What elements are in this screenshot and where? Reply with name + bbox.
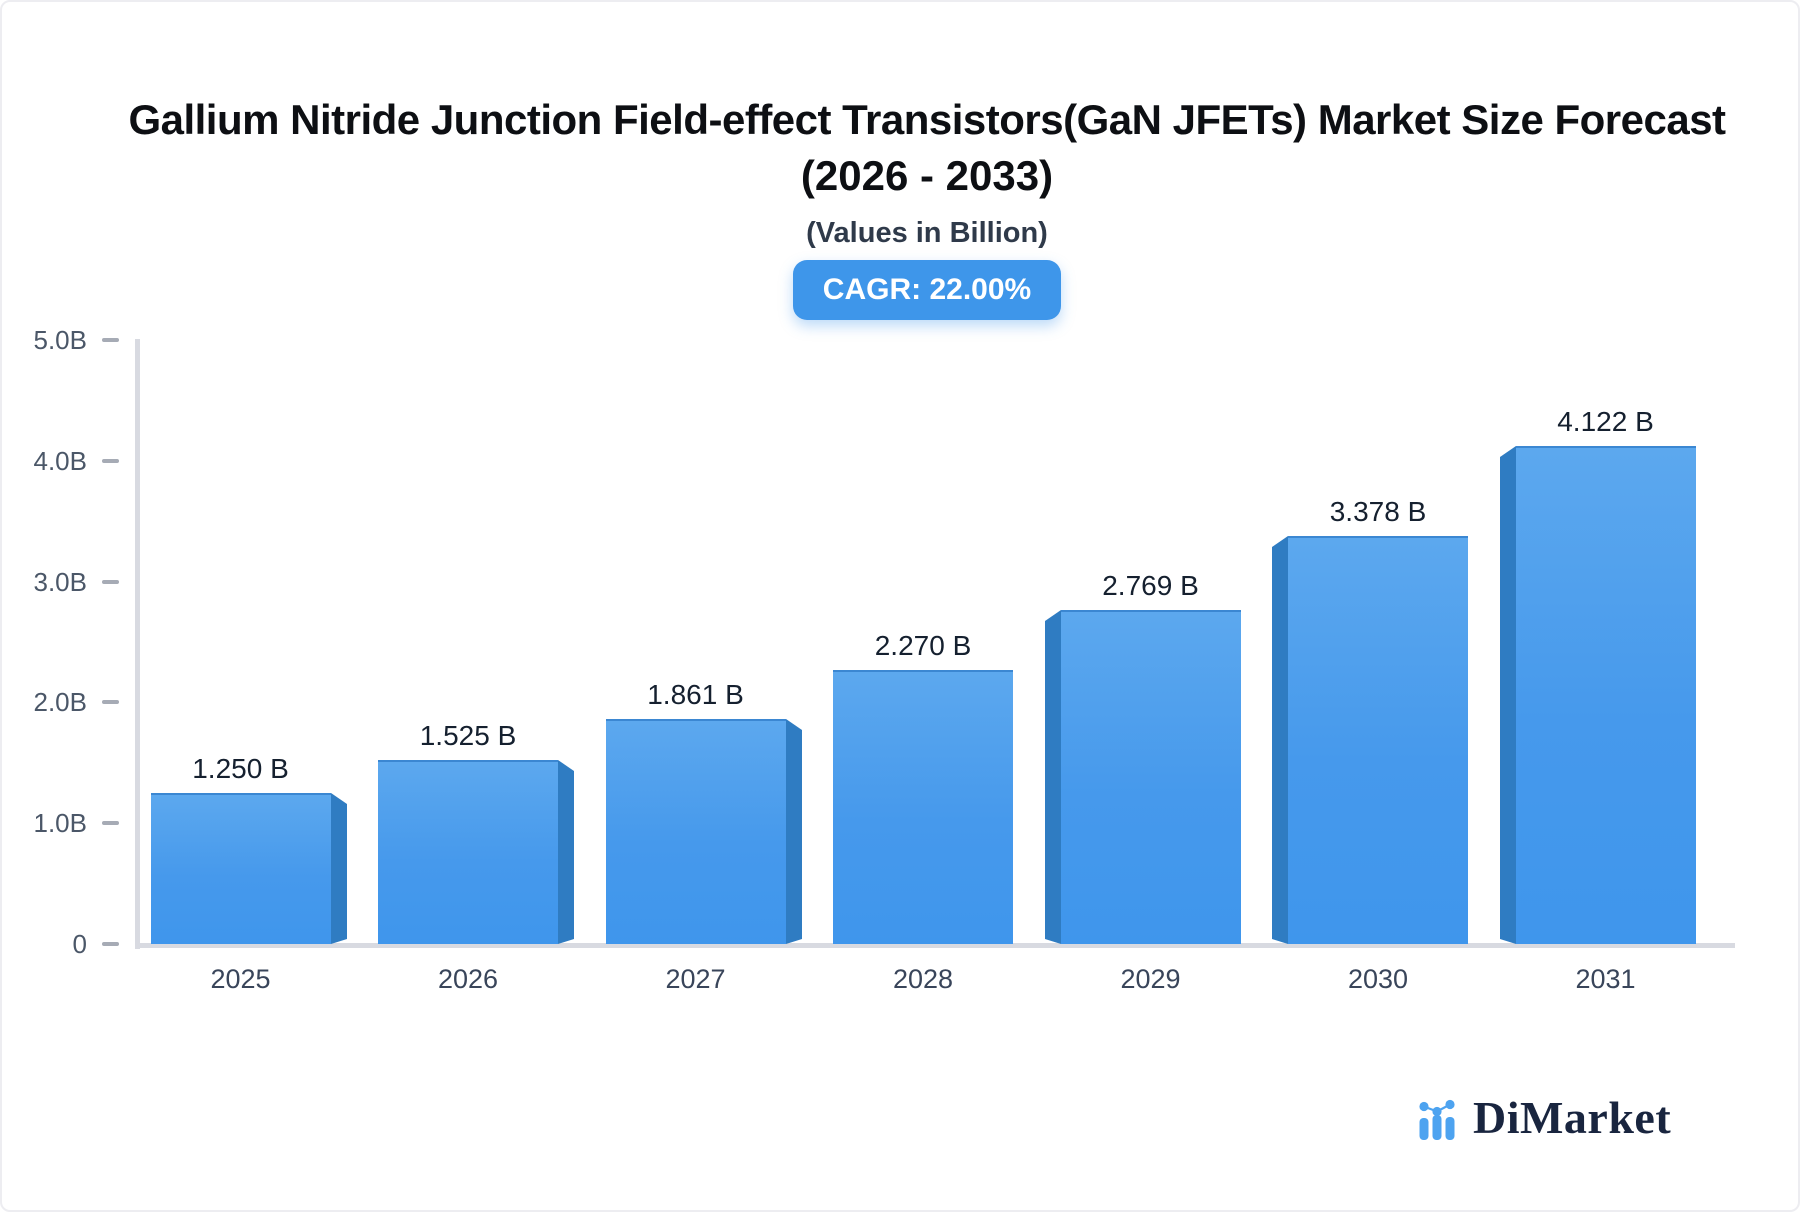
y-axis-tick xyxy=(102,942,119,946)
bar-2031[interactable] xyxy=(1516,446,1696,944)
y-axis-tick xyxy=(102,338,119,342)
chart-title-line2: (2026 - 2033) xyxy=(800,152,1054,199)
x-axis-label-2030: 2030 xyxy=(1347,964,1409,994)
bar-value-label: 1.250 B xyxy=(192,753,289,784)
y-axis-tick xyxy=(102,579,119,584)
chart-subtitle: (Values in Billion) xyxy=(806,217,1048,249)
bar-2029[interactable] xyxy=(1061,610,1241,944)
x-axis-label-2029: 2029 xyxy=(1120,964,1181,994)
brand-logo: DiMarket xyxy=(1418,1092,1671,1144)
x-axis-label-2031: 2031 xyxy=(1575,964,1636,994)
bar-value-label: 1.861 B xyxy=(647,679,744,710)
bar-side-2026 xyxy=(558,760,574,944)
cagr-badge: CAGR: 22.00% xyxy=(792,260,1062,320)
y-axis-tick xyxy=(102,458,119,463)
x-axis-label-2025: 2025 xyxy=(210,964,271,994)
y-axis-label: 2.0B xyxy=(33,687,88,718)
y-axis-tick xyxy=(102,821,119,826)
y-axis-label: 5.0B xyxy=(33,325,88,355)
y-axis-label: 1.0B xyxy=(33,808,88,839)
bar-value-label: 4.122 B xyxy=(1557,406,1654,437)
bar-2025[interactable] xyxy=(151,793,331,944)
x-axis-line xyxy=(135,943,1735,948)
x-axis-label-2027: 2027 xyxy=(665,964,726,994)
y-axis-tick xyxy=(102,700,119,705)
bar-2026[interactable] xyxy=(378,760,558,944)
bar-side-2030 xyxy=(1272,536,1288,944)
bar-side-2029 xyxy=(1045,610,1061,944)
bar-value-label: 3.378 B xyxy=(1329,496,1427,527)
bar-value-label: 2.270 B xyxy=(874,630,972,661)
bar-2028[interactable] xyxy=(833,670,1013,944)
y-axis-line xyxy=(135,339,140,949)
x-axis-label-2028: 2028 xyxy=(892,964,954,994)
bar-2030[interactable] xyxy=(1288,536,1468,944)
bar-value-label: 1.525 B xyxy=(419,720,517,751)
bar-chart-logo-icon xyxy=(1419,1099,1455,1140)
bar-side-2031 xyxy=(1500,446,1516,944)
chart-header: Gallium Nitride Junction Field-effect Tr… xyxy=(127,94,1727,320)
brand-name: DiMarket xyxy=(1473,1092,1672,1143)
x-axis-label-2026: 2026 xyxy=(437,964,499,994)
bar-side-2027 xyxy=(786,719,802,944)
y-axis-label: 3.0B xyxy=(33,566,88,597)
y-axis-label: 4.0B xyxy=(33,445,88,476)
bar-side-2025 xyxy=(331,793,347,944)
y-axis-label: 0 xyxy=(72,929,87,959)
chart-title-line1: Gallium Nitride Junction Field-effect Tr… xyxy=(128,96,1726,143)
bar-2027[interactable] xyxy=(606,719,786,944)
bar-value-label: 2.769 B xyxy=(1102,570,1199,601)
